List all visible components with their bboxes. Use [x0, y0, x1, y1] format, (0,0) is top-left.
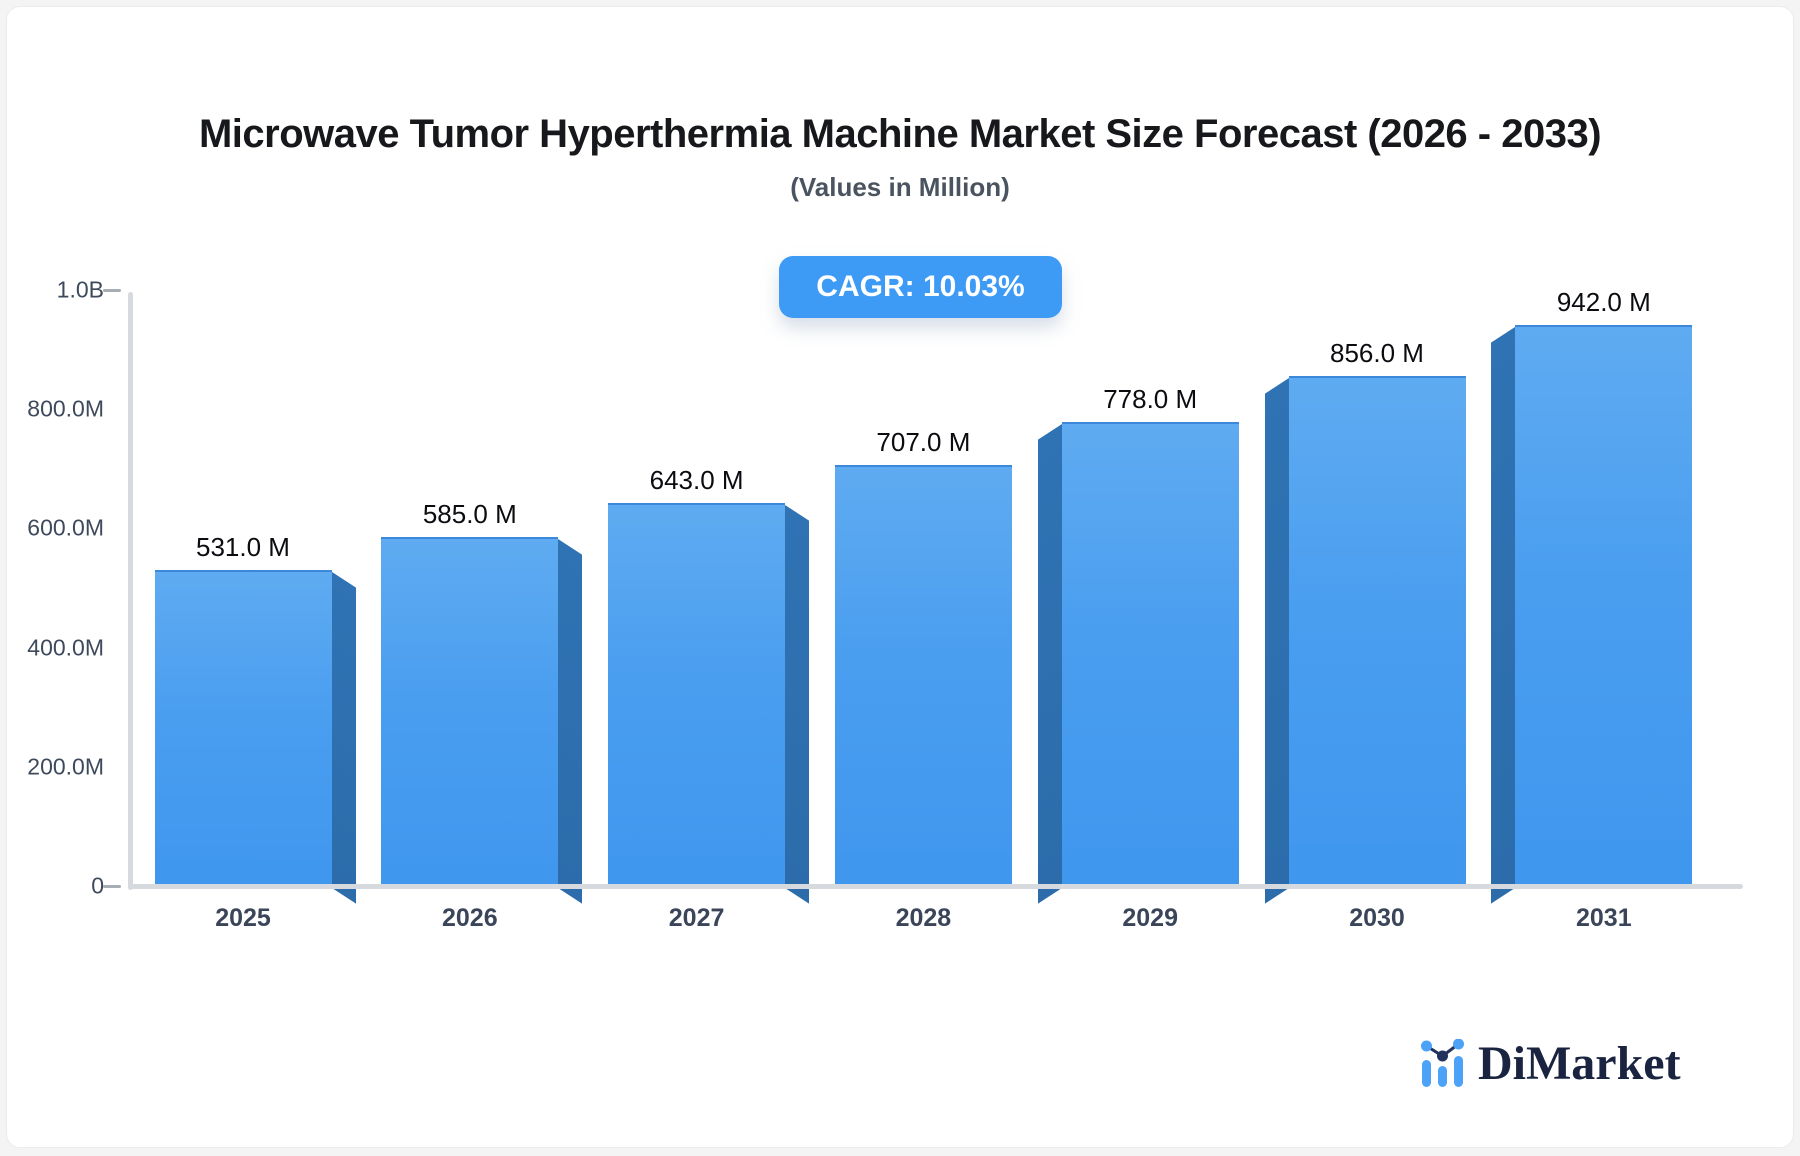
- bar: [1515, 325, 1693, 886]
- y-axis-tick-label: 600.0M: [27, 514, 104, 541]
- y-axis-tick-mark: [103, 288, 121, 292]
- bar-side-face: [1491, 327, 1516, 904]
- bar-side-face: [1264, 378, 1289, 904]
- bar: [1061, 422, 1239, 886]
- x-axis-category-label: 2025: [215, 904, 271, 932]
- y-axis-tick-mark: [103, 884, 121, 888]
- x-axis-category-label: 2029: [1122, 904, 1178, 932]
- y-axis-line: [128, 292, 133, 890]
- bar-value-label: 531.0 M: [196, 532, 290, 562]
- bar: [608, 503, 786, 886]
- bar-value-label: 778.0 M: [1103, 384, 1198, 414]
- bar-side-face: [785, 505, 810, 904]
- x-axis-category-label: 2026: [441, 904, 498, 932]
- bar-value-label: 643.0 M: [649, 465, 744, 495]
- bar-side-face: [1037, 424, 1062, 904]
- bar: [381, 537, 559, 886]
- chart-title: Microwave Tumor Hyperthermia Machine Mar…: [198, 112, 1602, 156]
- cagr-badge: CAGR: 10.03%: [779, 256, 1062, 318]
- bar-value-label: 856.0 M: [1330, 338, 1424, 368]
- bar: [834, 465, 1012, 886]
- y-axis-tick-label: 1.0B: [56, 276, 104, 303]
- bar-chart-sparkline-icon: [1421, 1038, 1464, 1087]
- x-axis-category-label: 2028: [895, 904, 952, 932]
- x-axis-category-label: 2030: [1349, 904, 1405, 932]
- bar-side-face: [558, 539, 583, 904]
- bar-value-label: 942.0 M: [1556, 287, 1651, 317]
- x-axis-line: [128, 884, 1743, 889]
- bar-value-label: 707.0 M: [876, 427, 971, 457]
- y-axis-tick-label: 200.0M: [27, 753, 104, 780]
- y-axis-tick-label: 0: [91, 872, 104, 899]
- chart-subtitle: (Values in Million): [790, 172, 1010, 202]
- dimarket-logo-text: DiMarket: [1478, 1037, 1681, 1090]
- bar: [1288, 376, 1466, 886]
- bar: [154, 570, 332, 886]
- y-axis-tick-label: 800.0M: [27, 395, 104, 422]
- x-axis-category-label: 2027: [668, 904, 725, 932]
- bar-value-label: 585.0 M: [422, 499, 517, 529]
- y-axis-tick-label: 400.0M: [27, 634, 104, 661]
- x-axis-category-label: 2031: [1575, 904, 1632, 932]
- bar-side-face: [331, 572, 356, 904]
- dimarket-logo: DiMarket: [1420, 1036, 1681, 1091]
